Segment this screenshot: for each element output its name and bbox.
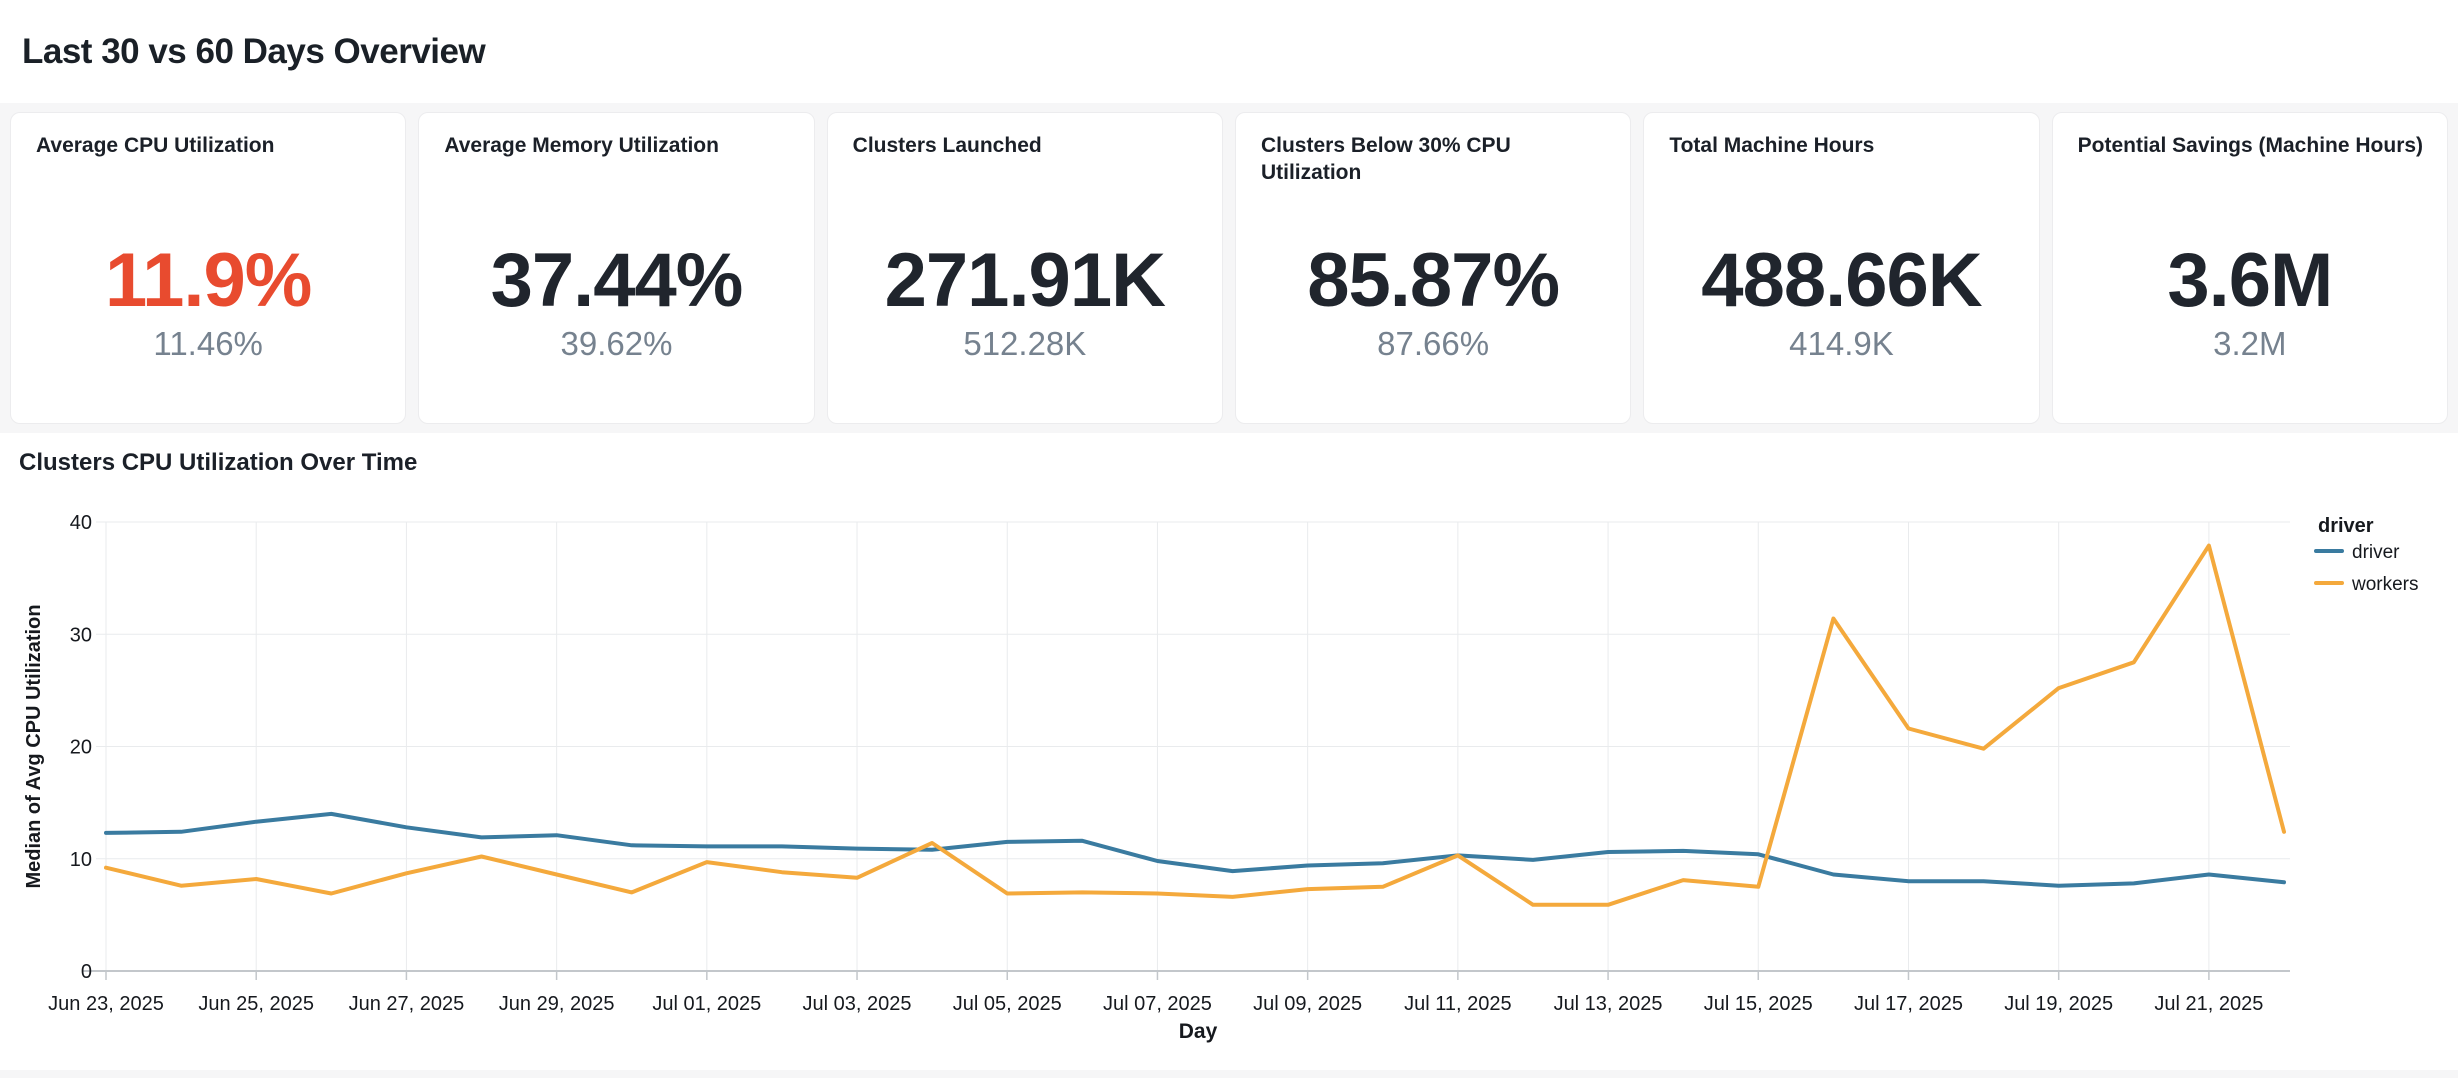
kpi-card-title: Total Machine Hours xyxy=(1669,134,1875,157)
x-tick-label: Jul 15, 2025 xyxy=(1704,993,1813,1015)
y-axis-title: Median of Avg CPU Utilization xyxy=(23,604,45,888)
kpi-current-value: 488.66K xyxy=(1701,238,1982,323)
y-tick-label: 0 xyxy=(81,961,92,983)
kpi-previous-value: 512.28K xyxy=(963,325,1087,362)
kpi-card-title: Potential Savings (Machine Hours) xyxy=(2077,134,2424,157)
kpi-previous-value: 3.2M xyxy=(2213,325,2287,362)
x-tick-label: Jul 17, 2025 xyxy=(1854,993,1963,1015)
kpi-previous-value: 87.66% xyxy=(1377,325,1490,362)
kpi-current-value: 3.6M xyxy=(2167,238,2333,323)
y-tick-label: 20 xyxy=(70,737,92,759)
x-tick-label: Jun 25, 2025 xyxy=(198,993,314,1015)
x-tick-label: Jul 03, 2025 xyxy=(803,993,912,1015)
x-tick-label: Jul 05, 2025 xyxy=(953,993,1062,1015)
cpu-utilization-line-chart: Jun 23, 2025 Jun 25, 2025 Jun 27, 2025 Jun … xyxy=(23,512,2419,1043)
x-tick-label: Jun 23, 2025 xyxy=(48,993,164,1015)
x-tick-label: Jun 27, 2025 xyxy=(349,993,465,1015)
page-title: Last 30 vs 60 Days Overview xyxy=(22,31,486,71)
x-axis-title: Day xyxy=(1179,1020,1218,1043)
kpi-previous-value: 414.9K xyxy=(1789,325,1894,362)
x-tick-label: Jul 07, 2025 xyxy=(1103,993,1212,1015)
x-tick-label: Jul 13, 2025 xyxy=(1554,993,1663,1015)
kpi-card: Total Machine Hours 488.66K 414.9K xyxy=(1643,112,2040,424)
x-tick-label: Jul 01, 2025 xyxy=(652,993,761,1015)
x-tick-label: Jul 09, 2025 xyxy=(1253,993,1362,1015)
y-tick-label: 40 xyxy=(70,512,92,534)
kpi-card: Clusters Below 30% CPU Utilization 85.87%… xyxy=(1234,112,1632,424)
kpi-card-title: Average Memory Utilization xyxy=(444,134,719,157)
kpi-card-title: Average CPU Utilization xyxy=(36,134,275,157)
kpi-cards-row: Average CPU Utilization 11.9% 11.46% Averag… xyxy=(10,112,2448,424)
x-tick-label: Jul 19, 2025 xyxy=(2004,993,2113,1015)
kpi-card-title: Clusters Launched xyxy=(852,134,1042,157)
kpi-previous-value: 39.62% xyxy=(560,325,673,362)
kpi-current-value: 11.9% xyxy=(105,238,312,323)
workers-series-line[interactable] xyxy=(104,543,2286,907)
kpi-card: Average Memory Utilization 37.44% 39.62% xyxy=(418,112,815,424)
x-tick-label: Jul 11, 2025 xyxy=(1404,993,1512,1015)
legend-item-driver[interactable]: driver xyxy=(2352,542,2400,563)
legend-title: driver xyxy=(2318,515,2374,537)
y-tick-label: 10 xyxy=(70,849,92,871)
legend-item-workers[interactable]: workers xyxy=(2351,574,2419,595)
header-bar: Last 30 vs 60 Days Overview xyxy=(0,0,2458,103)
driver-series-line[interactable] xyxy=(104,811,2286,888)
kpi-card: Average CPU Utilization 11.9% 11.46% xyxy=(10,112,407,424)
y-tick-label: 30 xyxy=(70,624,92,646)
x-tick-label: Jul 21, 2025 xyxy=(2154,993,2263,1015)
chart-title: Clusters CPU Utilization Over Time xyxy=(19,449,418,476)
kpi-current-value: 37.44% xyxy=(490,238,744,323)
kpi-current-value: 85.87% xyxy=(1307,238,1560,323)
chart-panel: Clusters CPU Utilization Over Time Jun 2… xyxy=(0,433,2458,1070)
kpi-card: Clusters Launched 271.91K 512.28K xyxy=(826,112,1223,424)
kpi-card: Potential Savings (Machine Hours) 3.6M 3.2… xyxy=(2051,112,2448,424)
kpi-previous-value: 11.46% xyxy=(153,325,263,362)
kpi-current-value: 271.91K xyxy=(884,238,1166,323)
x-tick-label: Jun 29, 2025 xyxy=(499,993,615,1015)
kpi-card-title: Clusters Below 30% CPU Utilization xyxy=(1260,134,1511,184)
